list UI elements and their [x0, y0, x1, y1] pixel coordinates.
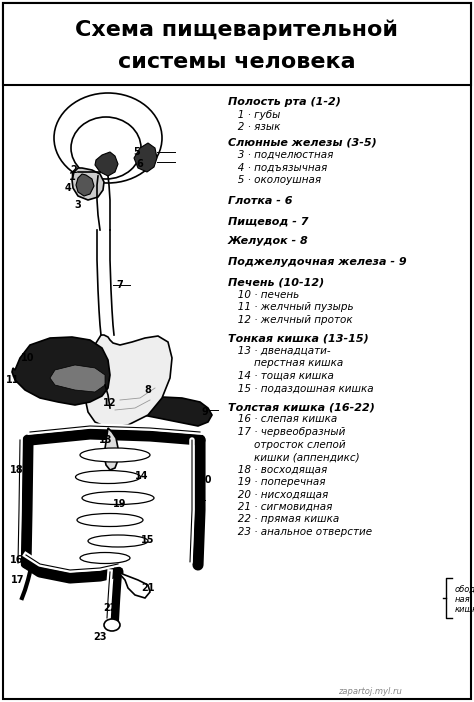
Text: 1: 1 [69, 172, 75, 182]
Ellipse shape [77, 513, 143, 526]
Text: 17 · червеобразный: 17 · червеобразный [228, 427, 346, 437]
Text: 10 · печень: 10 · печень [228, 290, 299, 300]
Text: 18 · восходящая: 18 · восходящая [228, 465, 327, 475]
Text: Тонкая кишка (13-15): Тонкая кишка (13-15) [228, 333, 369, 343]
Text: Полость рта (1-2): Полость рта (1-2) [228, 97, 341, 107]
Text: 14: 14 [135, 471, 149, 481]
Polygon shape [12, 337, 110, 405]
Polygon shape [50, 365, 105, 392]
Text: 23 · анальное отверстие: 23 · анальное отверстие [228, 527, 372, 537]
Polygon shape [76, 174, 94, 196]
Text: 12: 12 [103, 398, 117, 408]
Text: 5: 5 [134, 147, 140, 157]
Text: 22 · прямая кишка: 22 · прямая кишка [228, 515, 339, 524]
Text: 7: 7 [117, 280, 123, 290]
Polygon shape [104, 428, 118, 470]
Text: 21 · сигмовидная: 21 · сигмовидная [228, 502, 332, 512]
Text: 15 · подаздошная кишка: 15 · подаздошная кишка [228, 383, 374, 394]
Text: 10: 10 [21, 353, 35, 363]
Text: Пищевод - 7: Пищевод - 7 [228, 216, 309, 226]
Polygon shape [72, 168, 104, 200]
Text: Глотка - 6: Глотка - 6 [228, 195, 292, 206]
Polygon shape [102, 397, 212, 426]
Text: 3 · подчелюстная: 3 · подчелюстная [228, 150, 333, 160]
Text: отросток слепой: отросток слепой [228, 439, 346, 449]
Text: 20 · нисходящая: 20 · нисходящая [228, 489, 328, 500]
Text: 18: 18 [10, 465, 24, 475]
Text: 8: 8 [145, 385, 151, 395]
Text: 19 · поперечная: 19 · поперечная [228, 477, 326, 487]
Text: Поджелудочная железа - 9: Поджелудочная железа - 9 [228, 257, 407, 267]
Polygon shape [84, 335, 172, 428]
Text: 17: 17 [11, 575, 25, 585]
Ellipse shape [75, 470, 140, 484]
Polygon shape [134, 143, 157, 172]
Text: 1 · губы: 1 · губы [228, 110, 281, 119]
Ellipse shape [104, 619, 120, 631]
Text: 11 · желчный пузырь: 11 · желчный пузырь [228, 303, 354, 312]
Text: 22: 22 [103, 603, 117, 613]
Text: 23: 23 [93, 632, 107, 642]
Text: 9: 9 [201, 407, 209, 417]
Text: Слюнные железы (3-5): Слюнные железы (3-5) [228, 138, 377, 147]
Text: 2 · язык: 2 · язык [228, 122, 281, 132]
Text: системы человека: системы человека [118, 52, 356, 72]
Text: 19: 19 [113, 499, 127, 509]
Text: ная: ная [455, 595, 471, 604]
Text: 2: 2 [71, 165, 77, 175]
Text: 13 · двенадцати-: 13 · двенадцати- [228, 346, 331, 356]
Text: 4 · подъязычная: 4 · подъязычная [228, 162, 327, 173]
Text: Схема пищеварительной: Схема пищеварительной [75, 20, 399, 40]
Text: кишки (аппендикс): кишки (аппендикс) [228, 452, 360, 462]
Text: 6: 6 [137, 159, 143, 169]
Text: Печень (10-12): Печень (10-12) [228, 277, 324, 288]
Ellipse shape [80, 448, 150, 462]
Text: zapartoj.myl.ru: zapartoj.myl.ru [338, 687, 402, 696]
Text: 12 · желчный проток: 12 · желчный проток [228, 315, 353, 325]
Text: 16: 16 [10, 555, 24, 565]
Text: 13: 13 [99, 435, 113, 445]
Ellipse shape [54, 93, 162, 183]
Text: 21: 21 [141, 583, 155, 593]
Text: 15: 15 [141, 535, 155, 545]
Polygon shape [118, 572, 150, 598]
Text: 16 · слепая кишка: 16 · слепая кишка [228, 414, 337, 425]
Bar [3, 3, 471, 85]
Text: 14 · тощая кишка: 14 · тощая кишка [228, 371, 334, 381]
Text: Толстая кишка (16-22): Толстая кишка (16-22) [228, 402, 375, 412]
Text: 20: 20 [198, 475, 212, 485]
Text: ободоч-: ободоч- [455, 585, 474, 595]
Ellipse shape [80, 552, 130, 564]
Ellipse shape [71, 117, 141, 179]
Text: 5 · околоушная: 5 · околоушная [228, 175, 321, 185]
Ellipse shape [82, 491, 154, 505]
Polygon shape [95, 152, 118, 176]
Text: кишка: кишка [455, 606, 474, 614]
Text: 11: 11 [6, 375, 20, 385]
Text: Желудок - 8: Желудок - 8 [228, 237, 309, 246]
Text: 3: 3 [74, 200, 82, 210]
Text: перстная кишка: перстная кишка [228, 359, 343, 369]
Ellipse shape [88, 535, 148, 547]
Text: 4: 4 [64, 183, 72, 193]
